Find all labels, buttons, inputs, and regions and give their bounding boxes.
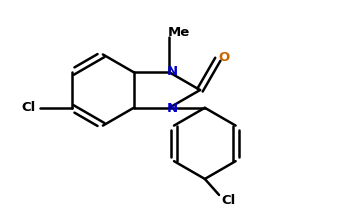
Text: Me: Me (168, 26, 190, 39)
Text: Cl: Cl (21, 101, 35, 114)
Text: O: O (219, 51, 230, 64)
Text: N: N (167, 102, 178, 115)
Text: N: N (167, 65, 178, 78)
Text: Cl: Cl (222, 194, 236, 207)
